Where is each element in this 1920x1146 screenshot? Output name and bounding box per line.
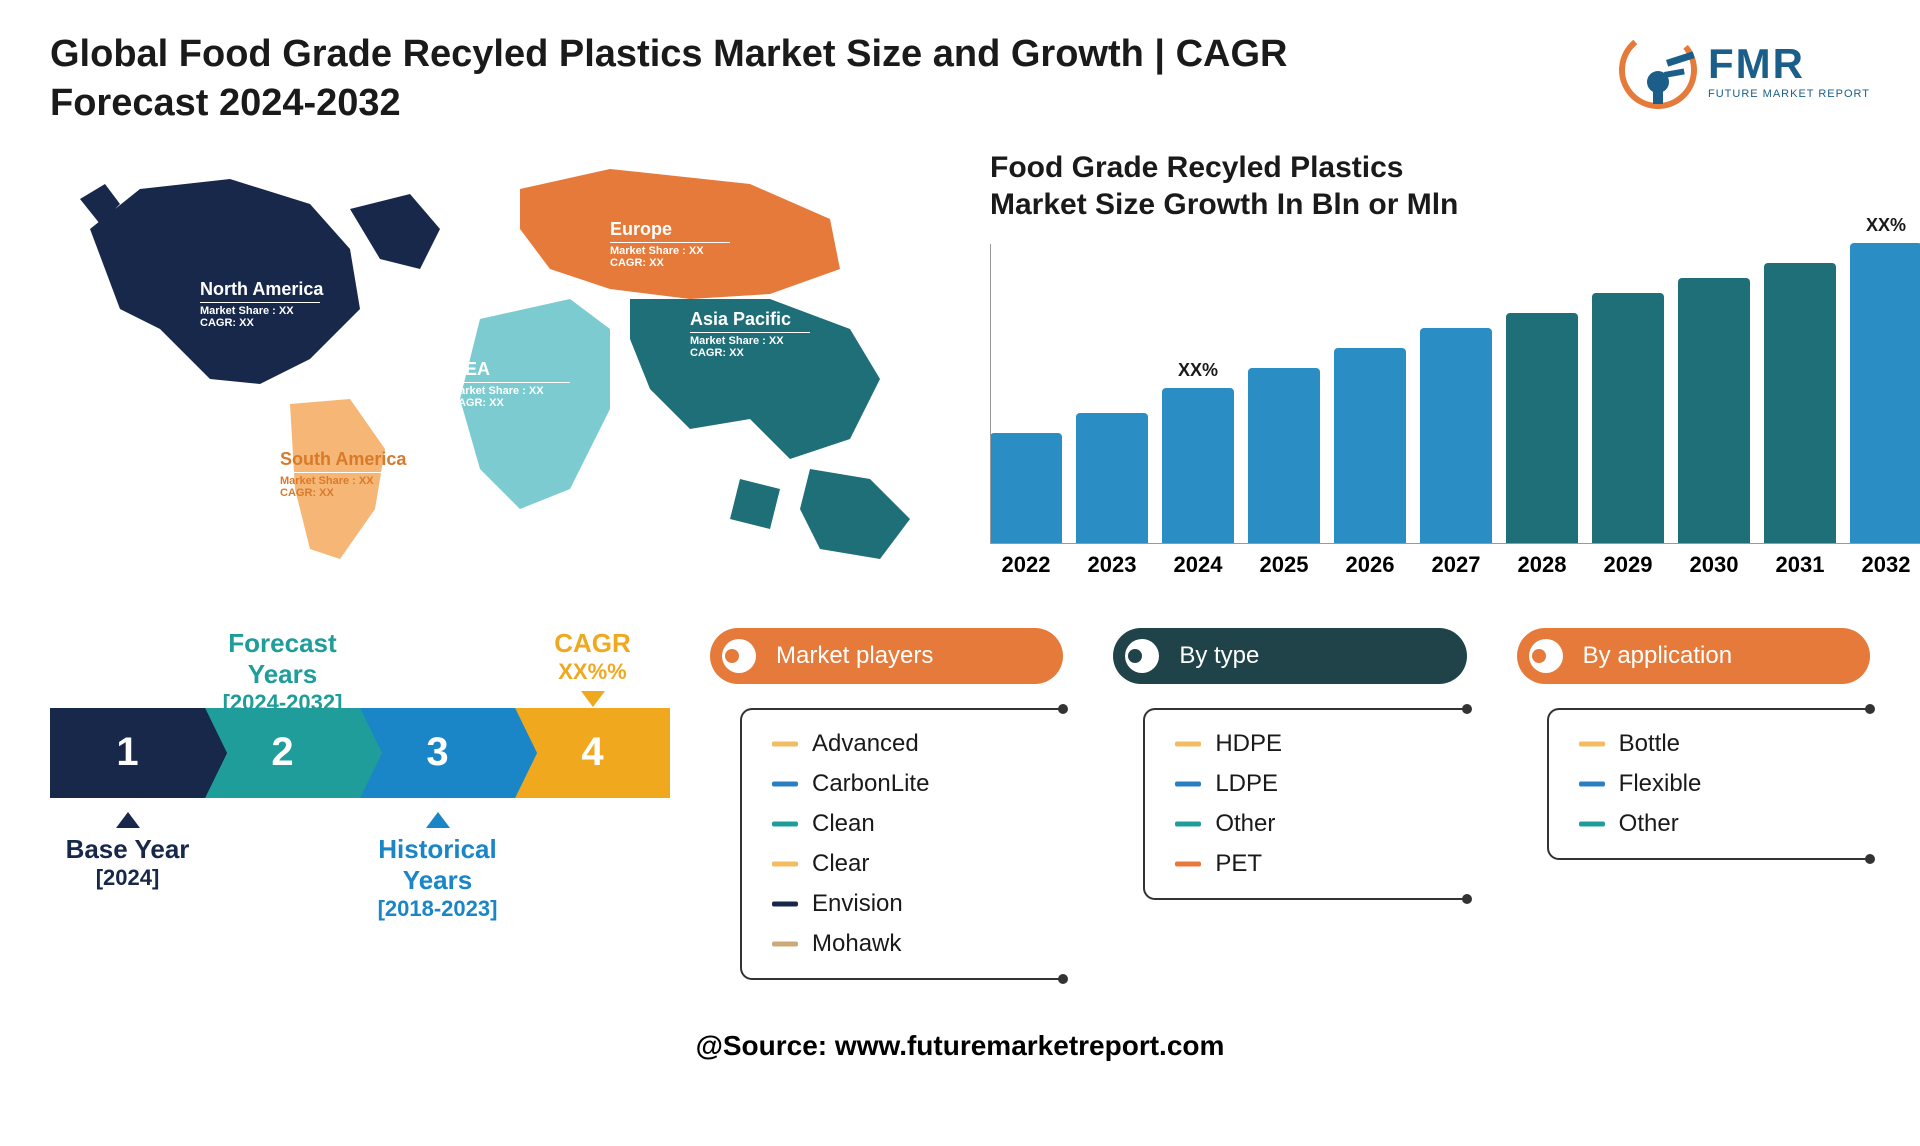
category-by-type: By type HDPELDPEOtherPET <box>1113 628 1466 980</box>
year-label: 2026 <box>1334 552 1406 578</box>
category-item: Advanced <box>772 724 1063 764</box>
bullet-icon <box>1175 781 1201 786</box>
pill-dot-icon <box>1125 639 1159 673</box>
year-label: 2031 <box>1764 552 1836 578</box>
category-title: By type <box>1179 642 1259 670</box>
logo-text: FMR <box>1708 40 1870 88</box>
category-by-application: By application BottleFlexibleOther <box>1517 628 1870 980</box>
year-label: 2032 <box>1850 552 1920 578</box>
bar-2027 <box>1420 328 1492 543</box>
bar-chart: Food Grade Recyled Plastics Market Size … <box>990 149 1920 578</box>
year-blocks: Forecast Years[2024-2032]CAGRXX%% 1234 B… <box>50 628 670 922</box>
category-item: Other <box>1579 804 1870 844</box>
bullet-icon <box>1175 741 1201 746</box>
chart-title: Food Grade Recyled Plastics Market Size … <box>990 149 1470 224</box>
pill-dot-icon <box>722 639 756 673</box>
bullet-icon <box>772 941 798 946</box>
category-item: Bottle <box>1579 724 1870 764</box>
year-label: 2025 <box>1248 552 1320 578</box>
bullet-icon <box>1175 861 1201 866</box>
category-pill: Market players <box>710 628 1063 684</box>
header: Global Food Grade Recyled Plastics Marke… <box>50 30 1870 129</box>
bar-2025 <box>1248 368 1320 543</box>
category-market-players: Market players AdvancedCarbonLiteCleanCle… <box>710 628 1063 980</box>
year-label: 2023 <box>1076 552 1148 578</box>
bullet-icon <box>1579 821 1605 826</box>
yearblock-cell-1: 1 <box>50 708 205 798</box>
bullet-icon <box>1579 781 1605 786</box>
logo-icon <box>1618 30 1698 110</box>
year-label: 2030 <box>1678 552 1750 578</box>
pill-dot-icon <box>1529 639 1563 673</box>
bullet-icon <box>772 861 798 866</box>
main-row: North AmericaMarket Share : XXCAGR: XX So… <box>50 149 1870 578</box>
yearblock-top-label: CAGRXX%% <box>515 628 670 707</box>
page-title: Global Food Grade Recyled Plastics Marke… <box>50 30 1450 129</box>
year-label: 2022 <box>990 552 1062 578</box>
logo-text-wrap: FMR FUTURE MARKET REPORT <box>1708 40 1870 100</box>
bullet-icon <box>772 901 798 906</box>
source-text: @Source: www.futuremarketreport.com <box>50 1030 1870 1062</box>
year-label: 2024 <box>1162 552 1234 578</box>
category-item: Flexible <box>1579 764 1870 804</box>
bullet-icon <box>1175 821 1201 826</box>
category-pill: By application <box>1517 628 1870 684</box>
category-item: PET <box>1175 844 1466 884</box>
category-item: Other <box>1175 804 1466 844</box>
bullet-icon <box>772 821 798 826</box>
bullet-icon <box>772 741 798 746</box>
category-item: Mohawk <box>772 924 1063 964</box>
bar-annotation: XX% <box>1178 360 1218 381</box>
bar-2029 <box>1592 293 1664 543</box>
category-pill: By type <box>1113 628 1466 684</box>
bar-2024: XX% <box>1162 388 1234 543</box>
yearblock-cell-3: 3 <box>360 708 515 798</box>
bullet-icon <box>1579 741 1605 746</box>
yearblock-cell-2: 2 <box>205 708 360 798</box>
year-label: 2027 <box>1420 552 1492 578</box>
chart-year-axis: 2022 2023 2024 2025 2026 2027 2028 2029 2030 2031… <box>990 552 1920 578</box>
category-title: Market players <box>776 642 933 670</box>
logo: FMR FUTURE MARKET REPORT <box>1618 30 1870 110</box>
bar-2022 <box>990 433 1062 543</box>
yearblock-cell-4: 4 <box>515 708 670 798</box>
year-label: 2029 <box>1592 552 1664 578</box>
category-item: CarbonLite <box>772 764 1063 804</box>
bullet-icon <box>772 781 798 786</box>
bottom-row: Forecast Years[2024-2032]CAGRXX%% 1234 B… <box>50 628 1870 980</box>
bar-2030 <box>1678 278 1750 543</box>
world-map: North AmericaMarket Share : XXCAGR: XX So… <box>50 149 950 569</box>
category-title: By application <box>1583 642 1732 670</box>
yearblock-bottom-label: Base Year[2024] <box>50 812 205 891</box>
category-item: Clear <box>772 844 1063 884</box>
category-item: Envision <box>772 884 1063 924</box>
bar-2028 <box>1506 313 1578 543</box>
yearblock-bottom-label: Historical Years[2018-2023] <box>360 812 515 922</box>
bar-2026 <box>1334 348 1406 543</box>
region-label-south-america: South AmericaMarket Share : XXCAGR: XX <box>280 449 406 499</box>
bar-annotation: XX% <box>1866 215 1906 236</box>
chart-bars: XX% XX% <box>990 244 1920 544</box>
bar-2031 <box>1764 263 1836 543</box>
region-label-mea: MEAMarket Share : XXCAGR: XX <box>450 359 570 409</box>
logo-subtext: FUTURE MARKET REPORT <box>1708 88 1870 100</box>
region-label-europe: EuropeMarket Share : XXCAGR: XX <box>610 219 730 269</box>
region-label-asia-pacific: Asia PacificMarket Share : XXCAGR: XX <box>690 309 810 359</box>
region-label-north-america: North AmericaMarket Share : XXCAGR: XX <box>200 279 323 329</box>
category-item: Clean <box>772 804 1063 844</box>
bar-2032: XX% <box>1850 243 1920 543</box>
category-item: LDPE <box>1175 764 1466 804</box>
year-label: 2028 <box>1506 552 1578 578</box>
category-item: HDPE <box>1175 724 1466 764</box>
bar-2023 <box>1076 413 1148 543</box>
